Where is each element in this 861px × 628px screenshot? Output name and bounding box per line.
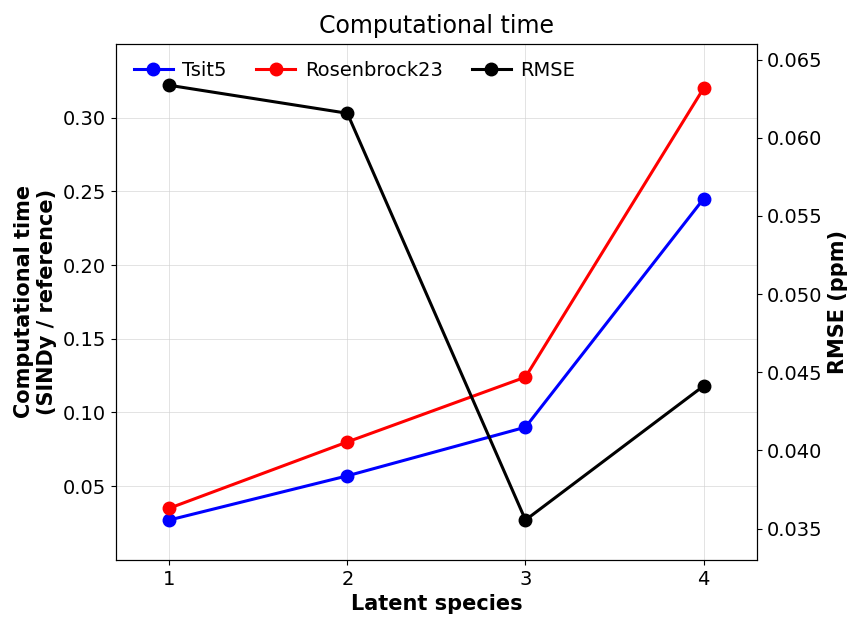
Title: Computational time: Computational time <box>319 14 554 38</box>
RMSE <box>520 516 530 524</box>
Tsit5 <box>520 423 530 431</box>
RMSE <box>697 382 708 390</box>
Rosenbrock23 <box>697 84 708 92</box>
Tsit5 <box>697 195 708 202</box>
Tsit5 <box>342 472 352 480</box>
Y-axis label: Computational time
(SINDy / reference): Computational time (SINDy / reference) <box>14 185 57 418</box>
Y-axis label: RMSE (ppm): RMSE (ppm) <box>827 230 847 374</box>
Line: RMSE: RMSE <box>163 79 709 526</box>
RMSE <box>342 109 352 117</box>
Tsit5 <box>164 516 174 524</box>
X-axis label: Latent species: Latent species <box>350 594 522 614</box>
RMSE <box>164 82 174 89</box>
Line: Rosenbrock23: Rosenbrock23 <box>163 82 709 514</box>
Line: Tsit5: Tsit5 <box>163 193 709 526</box>
Rosenbrock23 <box>342 438 352 446</box>
Legend: Tsit5, Rosenbrock23, RMSE: Tsit5, Rosenbrock23, RMSE <box>126 53 582 87</box>
Rosenbrock23 <box>520 373 530 381</box>
Rosenbrock23 <box>164 504 174 512</box>
